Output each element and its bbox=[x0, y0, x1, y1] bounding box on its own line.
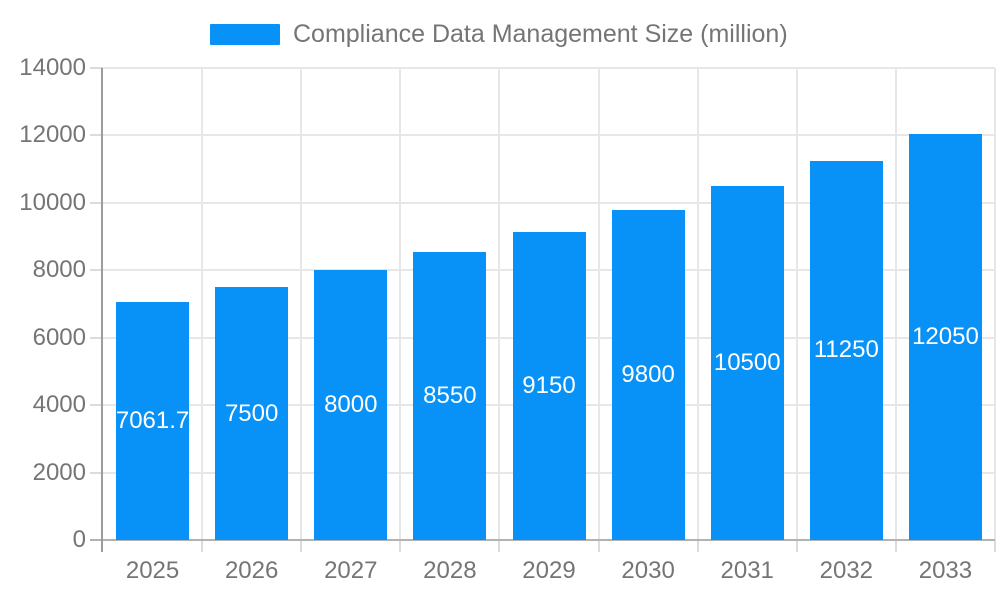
bar-2025[interactable]: 7061.7 bbox=[115, 301, 190, 540]
v-gridline bbox=[597, 68, 600, 540]
x-axis-tick-label: 2028 bbox=[423, 557, 477, 584]
y-tick bbox=[90, 471, 103, 474]
bar-value-label: 7061.7 bbox=[115, 406, 190, 434]
x-axis-tick-label: 2027 bbox=[324, 557, 378, 584]
y-axis-tick-label: 6000 bbox=[32, 323, 86, 351]
bar-value-label: 11250 bbox=[813, 336, 879, 364]
y-tick bbox=[90, 201, 103, 204]
h-gridline bbox=[103, 67, 995, 69]
y-tick bbox=[90, 336, 103, 339]
y-tick bbox=[90, 67, 103, 69]
v-gridline bbox=[894, 68, 897, 540]
y-axis-tick-label: 4000 bbox=[32, 391, 86, 419]
h-gridline bbox=[103, 134, 995, 137]
x-tick bbox=[994, 540, 996, 552]
x-tick bbox=[498, 540, 501, 552]
x-tick bbox=[795, 540, 798, 552]
x-tick bbox=[399, 540, 402, 552]
x-axis-tick-label: 2032 bbox=[819, 557, 874, 584]
x-axis-tick-label: 2025 bbox=[125, 557, 180, 584]
v-gridline bbox=[994, 68, 996, 540]
x-tick bbox=[201, 540, 204, 552]
h-gridline bbox=[103, 201, 995, 204]
y-axis-tick-label: 14000 bbox=[19, 54, 86, 81]
bar-2029[interactable]: 9150 bbox=[512, 231, 586, 540]
v-gridline bbox=[498, 68, 501, 540]
bar-2031[interactable]: 10500 bbox=[710, 186, 784, 540]
chart-legend[interactable]: Compliance Data Management Size (million… bbox=[210, 22, 788, 47]
legend-swatch-icon bbox=[210, 24, 280, 45]
bar-2033[interactable]: 12050 bbox=[908, 133, 982, 540]
bar-value-label: 8550 bbox=[423, 381, 477, 409]
x-axis-tick-label: 2030 bbox=[621, 557, 675, 584]
x-tick bbox=[300, 540, 303, 552]
y-axis-line bbox=[101, 68, 103, 552]
y-tick bbox=[90, 134, 103, 137]
bar-2026[interactable]: 7500 bbox=[215, 287, 289, 540]
v-gridline bbox=[300, 68, 303, 540]
x-tick bbox=[597, 540, 600, 552]
bar-2027[interactable]: 8000 bbox=[314, 270, 388, 540]
x-axis-tick-label: 2033 bbox=[918, 557, 973, 584]
x-tick bbox=[894, 540, 897, 552]
y-axis-tick-label: 2000 bbox=[32, 458, 86, 486]
y-tick bbox=[90, 404, 103, 407]
bar-value-label: 7500 bbox=[224, 399, 279, 427]
bar-value-label: 10500 bbox=[713, 349, 781, 376]
bar-value-label: 9150 bbox=[522, 371, 576, 399]
bar-value-label: 12050 bbox=[912, 322, 979, 350]
v-gridline bbox=[201, 68, 204, 540]
legend-label: Compliance Data Management Size (million… bbox=[293, 20, 788, 48]
x-axis-tick-label: 2029 bbox=[522, 557, 576, 584]
y-tick bbox=[90, 269, 103, 272]
x-axis-line bbox=[90, 539, 995, 541]
v-gridline bbox=[795, 68, 798, 540]
y-axis-tick-label: 8000 bbox=[32, 256, 86, 284]
bar-2030[interactable]: 9800 bbox=[611, 209, 685, 540]
bar-value-label: 8000 bbox=[324, 391, 378, 419]
bar-2028[interactable]: 8550 bbox=[413, 251, 487, 540]
bar-2032[interactable]: 11250 bbox=[809, 160, 883, 540]
y-axis-tick-label: 0 bbox=[72, 526, 86, 553]
v-gridline bbox=[399, 68, 402, 540]
v-gridline bbox=[696, 68, 699, 540]
x-axis-tick-label: 2026 bbox=[224, 557, 279, 584]
y-axis-tick-label: 12000 bbox=[19, 121, 86, 149]
bar-value-label: 9800 bbox=[621, 360, 675, 388]
x-axis-tick-label: 2031 bbox=[720, 557, 774, 584]
x-tick bbox=[696, 540, 699, 552]
y-axis-tick-label: 10000 bbox=[19, 188, 86, 216]
